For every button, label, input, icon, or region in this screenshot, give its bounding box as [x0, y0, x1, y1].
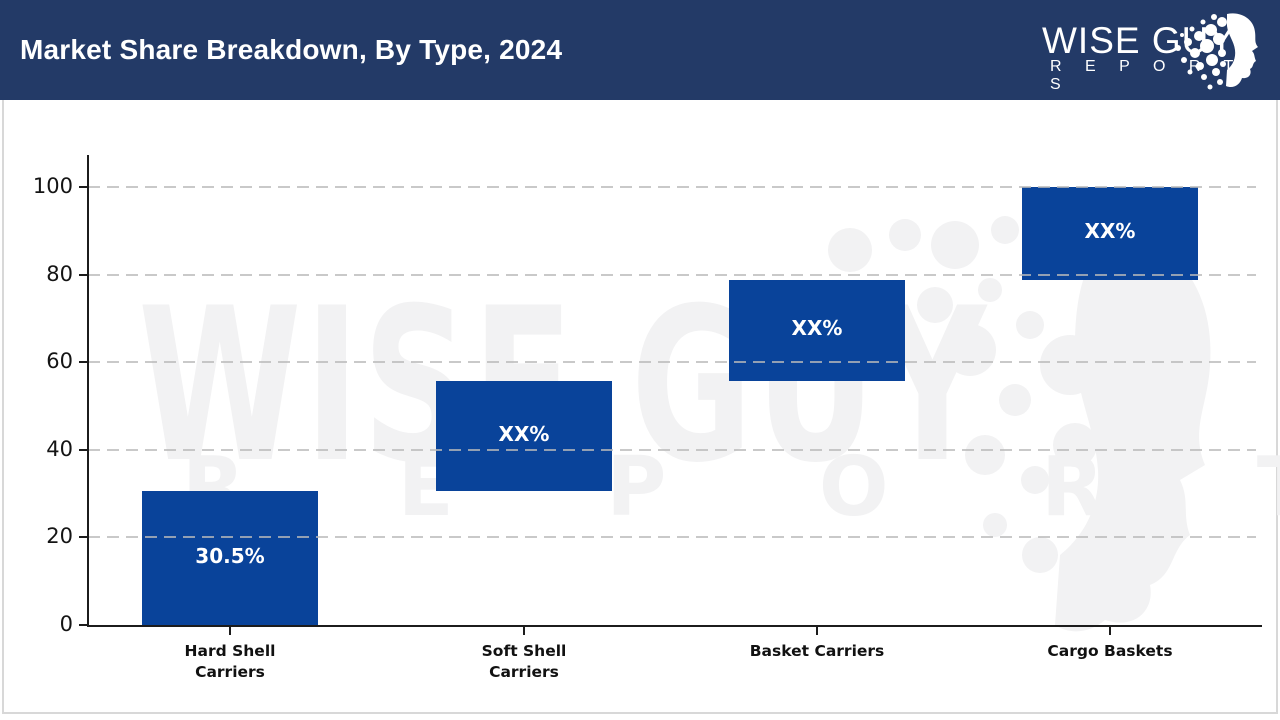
- y-axis-line: [87, 155, 89, 627]
- brand-logo: WISE GUY R E P O R T S: [1020, 8, 1270, 94]
- y-tick-label: 60: [46, 349, 73, 374]
- y-tick-label: 80: [46, 261, 73, 286]
- bar-value-label: XX%: [791, 316, 843, 341]
- bar-segment: [436, 380, 612, 492]
- bar-value-label: XX%: [498, 422, 550, 446]
- y-tick-mark: [79, 624, 88, 626]
- y-tick-mark: [79, 448, 88, 451]
- y-tick-mark: [79, 186, 88, 188]
- logo-face-icon: [1175, 13, 1258, 90]
- x-tick-mark: [523, 627, 525, 635]
- y-tick-label: 20: [46, 524, 73, 549]
- x-tick-mark: [816, 627, 818, 635]
- y-tick-mark: [79, 536, 88, 539]
- x-tick-mark: [229, 627, 231, 635]
- y-tick-mark: [79, 361, 88, 364]
- gridline: [88, 448, 1256, 451]
- category-label: Soft Shell Carriers: [481, 642, 567, 681]
- x-axis-line: [87, 625, 1262, 627]
- bar-value-label: 30.5%: [195, 544, 265, 569]
- page-title: Market Share Breakdown, By Type, 2024: [20, 34, 563, 65]
- logo-subtext: R E P O R T S: [1050, 58, 1243, 93]
- gridline: [88, 186, 1256, 188]
- x-tick-mark: [1109, 627, 1111, 635]
- category-label: Cargo Baskets: [1047, 642, 1173, 660]
- gridline: [88, 536, 1256, 539]
- y-tick-label: 40: [46, 436, 73, 461]
- gridline: [88, 361, 1256, 364]
- bar-segment: [142, 491, 318, 625]
- header: Market Share Breakdown, By Type, 2024 WI…: [0, 0, 1280, 100]
- gridline: [88, 273, 1256, 276]
- y-tick-mark: [79, 273, 88, 276]
- logo-wordmark: WISE GUY: [1042, 20, 1236, 61]
- category-label: Basket Carriers: [749, 642, 885, 660]
- y-tick-label: 100: [32, 174, 73, 198]
- y-tick-label: 0: [59, 612, 73, 636]
- bar-value-label: XX%: [1084, 219, 1136, 244]
- category-label: Hard Shell Carriers: [184, 642, 276, 681]
